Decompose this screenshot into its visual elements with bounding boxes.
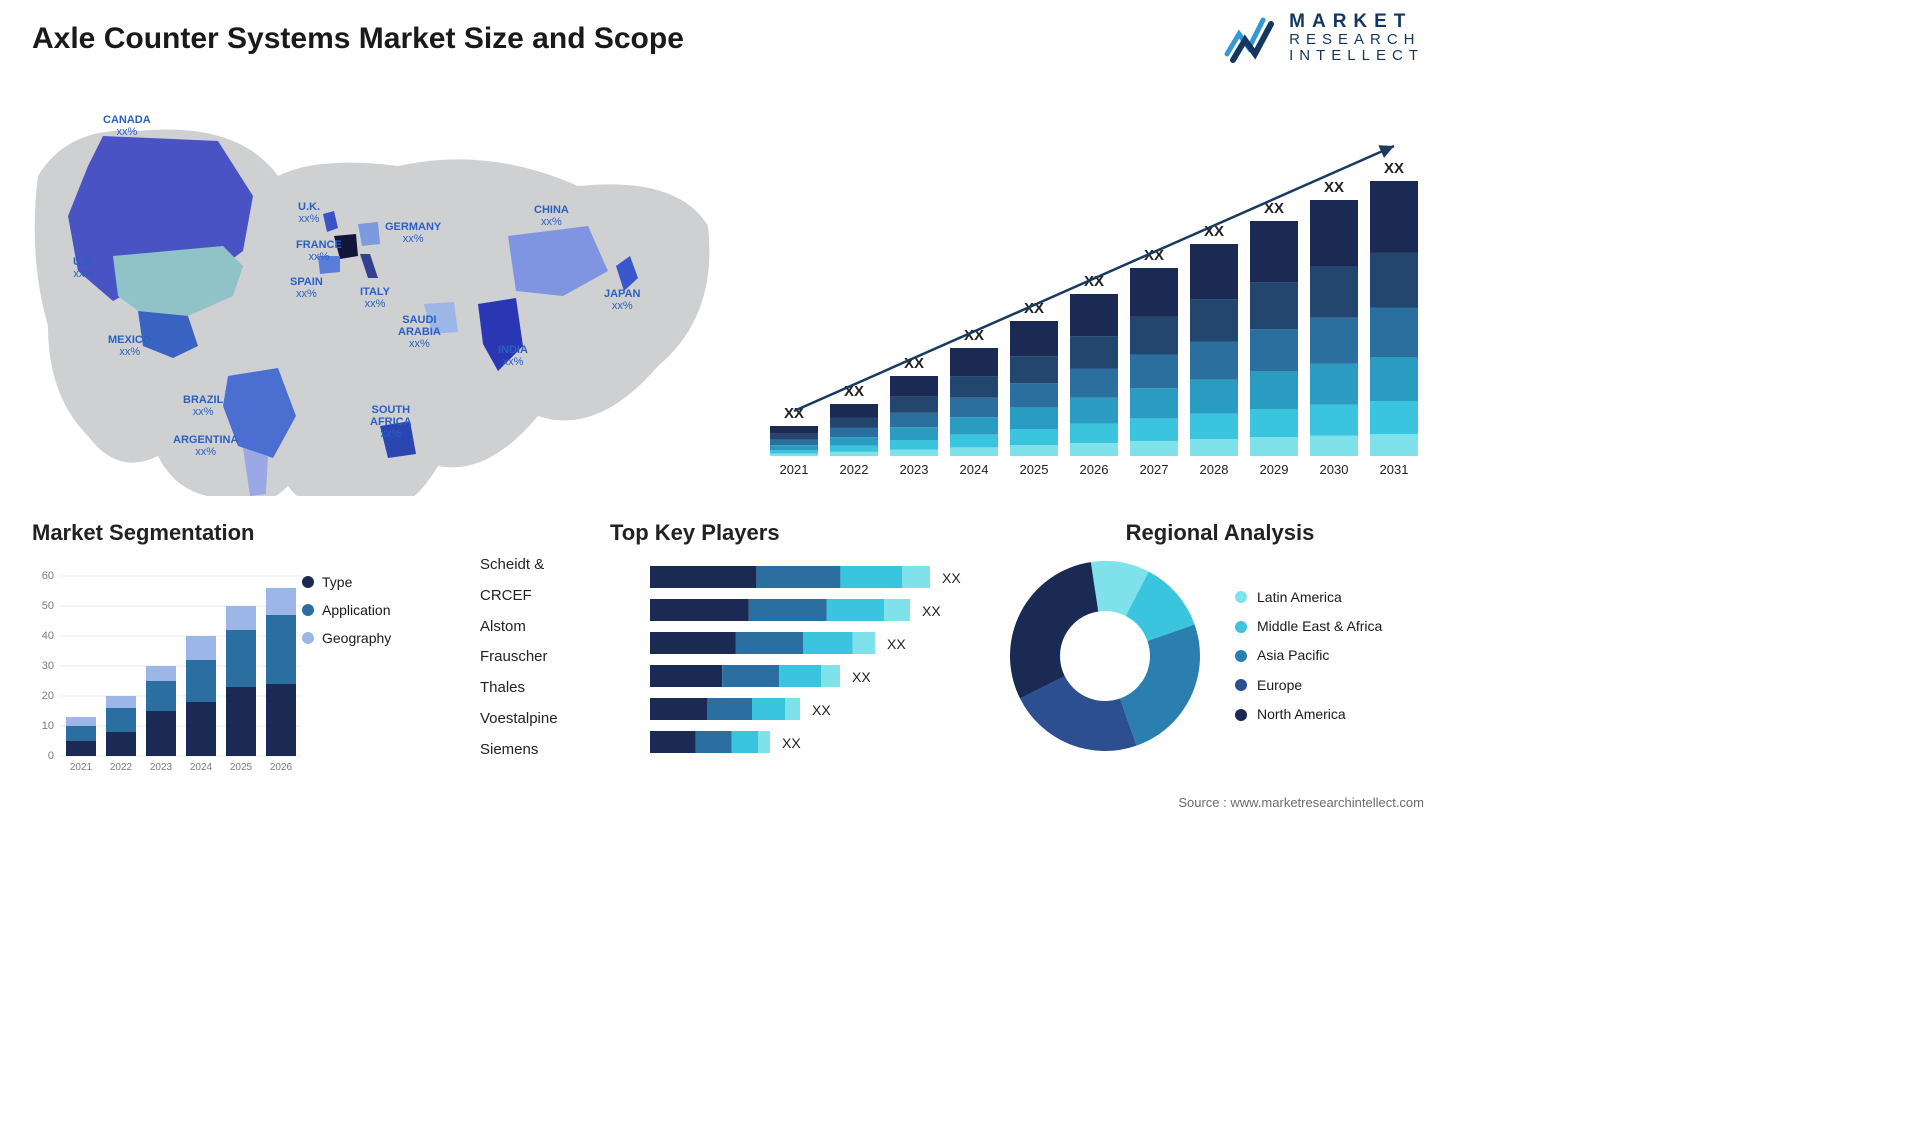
map-label: JAPANxx% [604, 288, 640, 312]
map-label: GERMANYxx% [385, 221, 441, 245]
player-name: Siemens [480, 735, 590, 766]
logo-mark-icon [1223, 10, 1281, 66]
players-sidebar-list: Scheidt &CRCEFAlstomFrauscherThalesVoest… [480, 550, 590, 765]
svg-text:30: 30 [42, 660, 54, 672]
map-label: BRAZILxx% [183, 394, 223, 418]
player-name: Alstom [480, 612, 590, 643]
svg-text:2022: 2022 [110, 762, 133, 773]
player-name: CRCEF [480, 581, 590, 612]
svg-text:XX: XX [922, 603, 941, 619]
svg-text:2024: 2024 [190, 762, 213, 773]
map-label: U.K.xx% [298, 201, 320, 225]
svg-text:2025: 2025 [1020, 462, 1049, 477]
svg-text:2021: 2021 [70, 762, 93, 773]
legend-item: Asia Pacific [1235, 641, 1382, 670]
regional-donut-svg [1005, 556, 1205, 756]
svg-text:XX: XX [852, 669, 871, 685]
legend-item: Middle East & Africa [1235, 612, 1382, 641]
svg-text:XX: XX [1324, 179, 1344, 196]
map-label: CANADAxx% [103, 114, 151, 138]
player-name: Frauscher [480, 642, 590, 673]
regional-title: Regional Analysis [1005, 520, 1435, 546]
svg-text:XX: XX [812, 702, 831, 718]
legend-item: Europe [1235, 671, 1382, 700]
regional-section: Regional Analysis Latin AmericaMiddle Ea… [1005, 520, 1435, 756]
svg-text:2027: 2027 [1140, 462, 1169, 477]
map-label: ARGENTINAxx% [173, 434, 238, 458]
legend-item: North America [1235, 700, 1382, 729]
map-label: SAUDIARABIAxx% [398, 314, 441, 350]
map-label: CHINAxx% [534, 204, 569, 228]
segmentation-chart-svg: 0 10 20 30 40 50 60 2021 2022 2023 2024 2025 2026 [32, 556, 302, 786]
top-players-chart-svg: XX XX XX XX XX XX [610, 556, 970, 771]
legend-item: Geography [302, 624, 391, 652]
growth-chart-svg: XX2021XX2022XX2023XX2024XX2025XX2026XX20… [750, 96, 1430, 496]
svg-text:XX: XX [887, 636, 906, 652]
source-attribution: Source : www.marketresearchintellect.com [1178, 795, 1424, 810]
segmentation-title: Market Segmentation [32, 520, 462, 546]
map-label: SPAINxx% [290, 276, 323, 300]
player-name: Thales [480, 673, 590, 704]
svg-text:20: 20 [42, 690, 54, 702]
svg-text:2026: 2026 [270, 762, 293, 773]
svg-text:2026: 2026 [1080, 462, 1109, 477]
svg-text:2023: 2023 [900, 462, 929, 477]
player-name: Scheidt & [480, 550, 590, 581]
svg-text:XX: XX [782, 735, 801, 751]
page-title: Axle Counter Systems Market Size and Sco… [32, 22, 684, 56]
regional-legend: Latin AmericaMiddle East & AfricaAsia Pa… [1235, 583, 1382, 730]
svg-text:XX: XX [1384, 160, 1404, 177]
top-players-title: Top Key Players [610, 520, 990, 546]
svg-text:XX: XX [942, 570, 961, 586]
logo-text-3: INTELLECT [1289, 48, 1424, 64]
svg-text:2025: 2025 [230, 762, 253, 773]
svg-text:2031: 2031 [1380, 462, 1409, 477]
svg-text:50: 50 [42, 600, 54, 612]
svg-text:0: 0 [48, 750, 54, 762]
svg-text:10: 10 [42, 720, 54, 732]
top-players-section: Top Key Players XX XX XX XX XX XX [610, 520, 990, 776]
logo-text-2: RESEARCH [1289, 32, 1424, 48]
map-label: ITALYxx% [360, 286, 390, 310]
map-label: MEXICOxx% [108, 334, 151, 358]
segmentation-section: Market Segmentation 0 10 20 30 40 50 60 2021 202… [32, 520, 462, 791]
svg-text:2023: 2023 [150, 762, 173, 773]
player-name: Voestalpine [480, 704, 590, 735]
svg-text:2024: 2024 [960, 462, 989, 477]
logo-text-1: MARKET [1289, 12, 1424, 32]
brand-logo: MARKET RESEARCH INTELLECT [1223, 10, 1424, 66]
segmentation-legend: TypeApplicationGeography [302, 568, 391, 652]
svg-text:40: 40 [42, 630, 54, 642]
svg-text:2021: 2021 [780, 462, 809, 477]
legend-item: Latin America [1235, 583, 1382, 612]
map-label: FRANCExx% [296, 239, 342, 263]
map-label: SOUTHAFRICAxx% [370, 404, 412, 440]
map-label: INDIAxx% [498, 344, 528, 368]
svg-text:60: 60 [42, 570, 54, 582]
growth-chart: XX2021XX2022XX2023XX2024XX2025XX2026XX20… [750, 96, 1430, 496]
svg-text:2022: 2022 [840, 462, 869, 477]
svg-text:2028: 2028 [1200, 462, 1229, 477]
legend-item: Application [302, 596, 391, 624]
svg-text:2029: 2029 [1260, 462, 1289, 477]
map-label: U.S.xx% [73, 256, 94, 280]
legend-item: Type [302, 568, 391, 596]
svg-text:2030: 2030 [1320, 462, 1349, 477]
world-map: CANADAxx% U.S.xx% MEXICOxx% BRAZILxx% ARGENT… [18, 96, 718, 496]
